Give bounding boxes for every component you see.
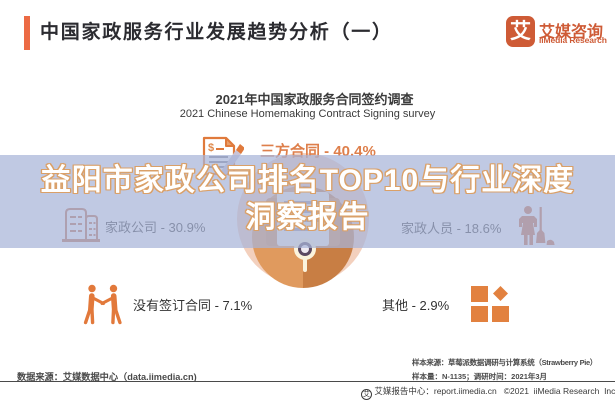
svg-text:$: $ <box>208 142 214 154</box>
